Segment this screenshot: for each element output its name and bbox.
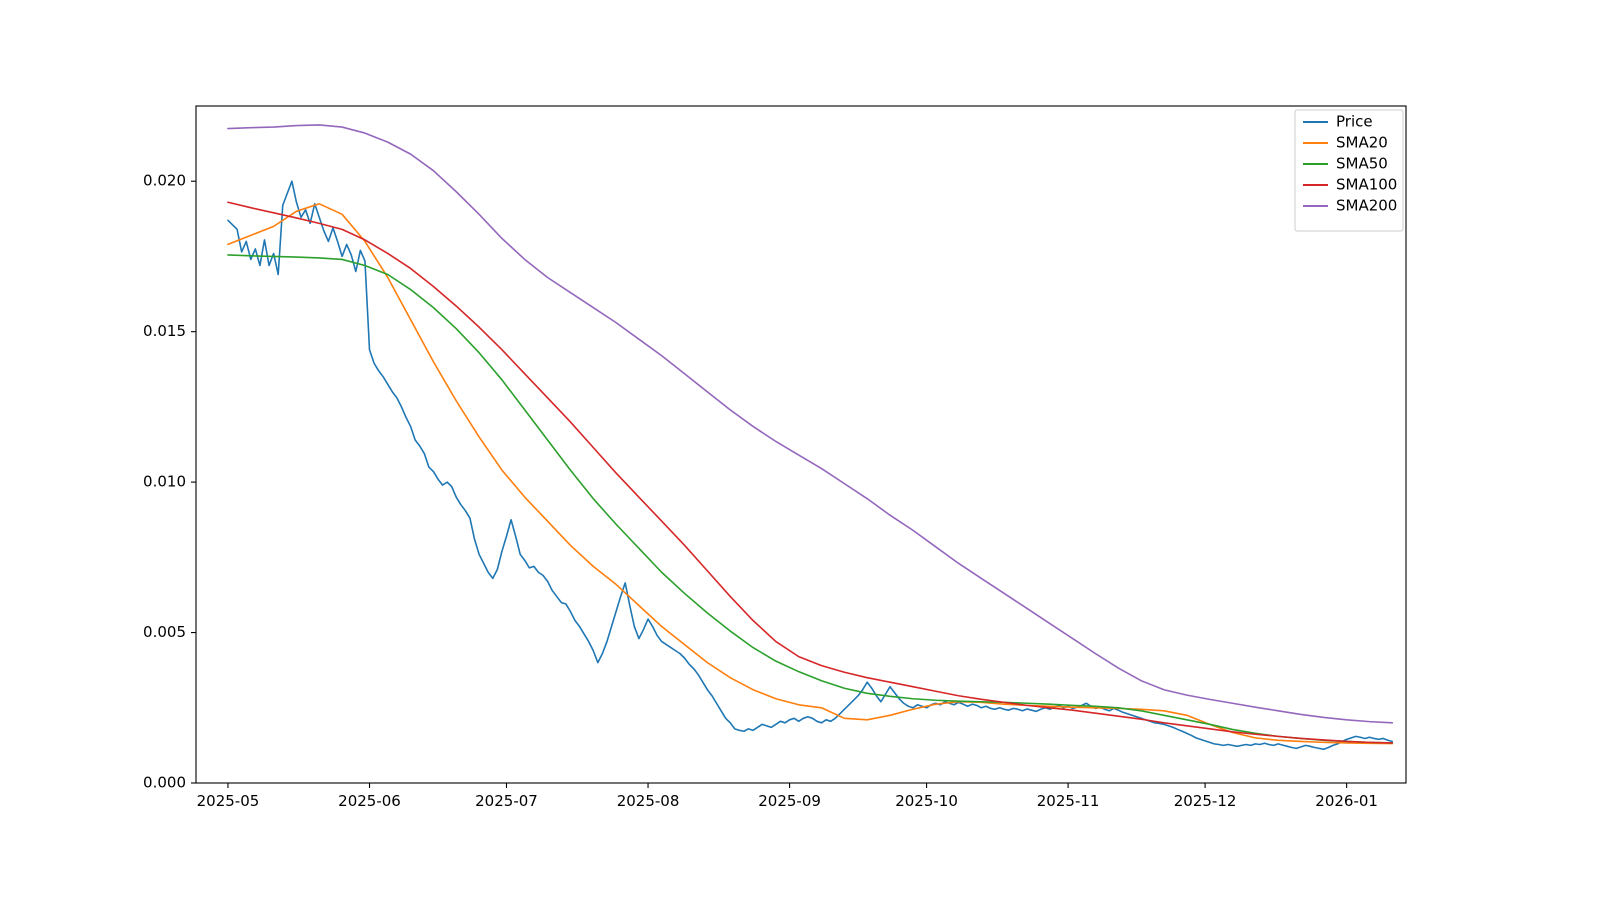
series-line-sma20 xyxy=(227,202,1394,745)
series-layer xyxy=(227,124,1394,751)
legend-label-price: Price xyxy=(1336,113,1373,131)
axes-spines xyxy=(195,105,1407,784)
series-line-price xyxy=(227,180,1394,751)
y-tick-label: 0.015 xyxy=(143,322,186,340)
x-tick-label: 2025-07 xyxy=(475,792,538,810)
x-tick-label: 2025-09 xyxy=(758,792,821,810)
y-tick-label: 0.020 xyxy=(143,172,186,190)
series-line-sma50 xyxy=(227,254,1394,744)
y-tick-label: 0.000 xyxy=(143,774,186,792)
series-line-sma100 xyxy=(227,201,1394,744)
axis-ticks: 0.000 0.005 0.010 0.015 0.020 2025-05 2025-06 2… xyxy=(143,172,1378,810)
x-tick-label: 2025-10 xyxy=(895,792,958,810)
plot-frame xyxy=(195,105,1407,784)
x-tick-label: 2025-11 xyxy=(1037,792,1100,810)
legend-background xyxy=(1294,109,1404,232)
chart-legend[interactable]: Price SMA20 SMA50 SMA100 SMA200 xyxy=(1294,109,1404,232)
legend-label-sma20: SMA20 xyxy=(1336,134,1388,152)
legend-label-sma50: SMA50 xyxy=(1336,155,1388,173)
x-tick-label: 2025-08 xyxy=(617,792,680,810)
y-tick-label: 0.010 xyxy=(143,473,186,491)
x-tick-label: 2025-06 xyxy=(338,792,401,810)
series-line-sma200 xyxy=(227,124,1394,724)
legend-label-sma200: SMA200 xyxy=(1336,197,1397,215)
x-tick-label: 2025-12 xyxy=(1174,792,1237,810)
legend-label-sma100: SMA100 xyxy=(1336,176,1397,194)
x-tick-label: 2026-01 xyxy=(1315,792,1378,810)
x-tick-label: 2025-05 xyxy=(197,792,260,810)
y-tick-label: 0.005 xyxy=(143,623,186,641)
